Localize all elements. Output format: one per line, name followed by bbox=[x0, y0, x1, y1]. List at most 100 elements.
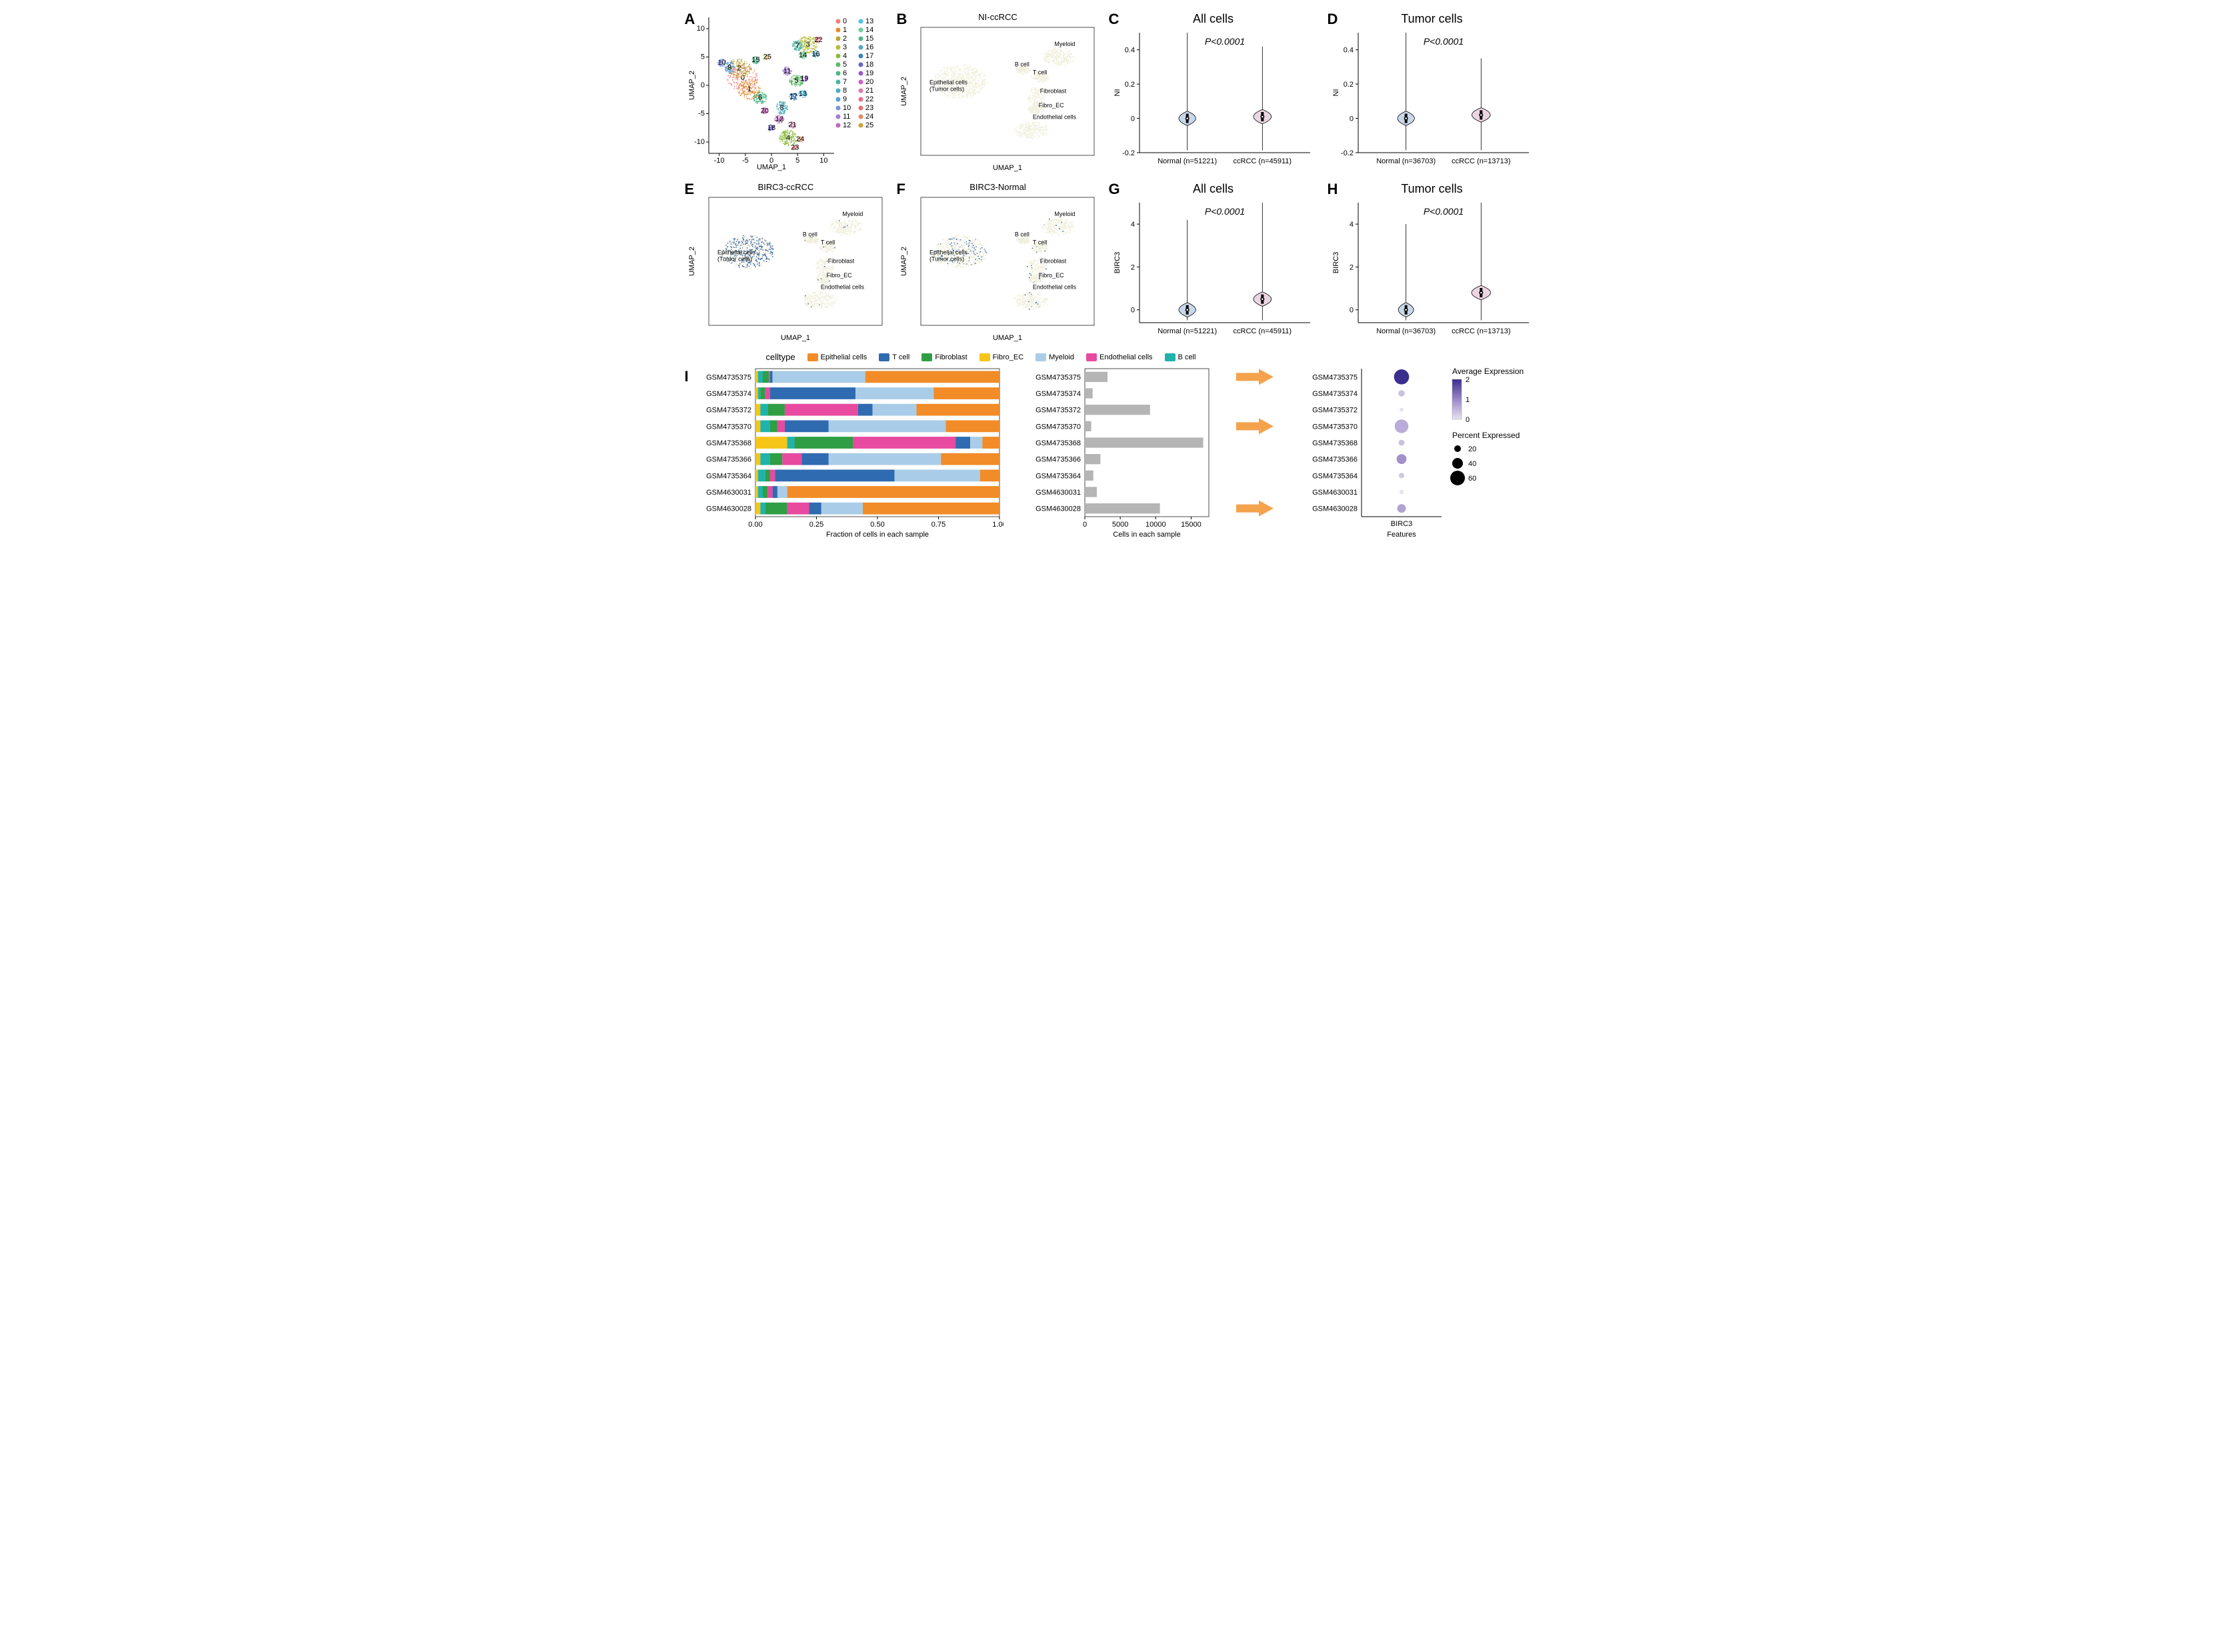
svg-text:0.2: 0.2 bbox=[1343, 81, 1353, 89]
panel-B-letter: B bbox=[897, 11, 907, 28]
figure-root: A -10-50510-10-50510UMAP_1UMAP_201234567… bbox=[686, 12, 1540, 539]
svg-text:-0.2: -0.2 bbox=[1341, 149, 1354, 157]
svg-text:12: 12 bbox=[843, 121, 851, 129]
row-2: E BIRC3-ccRCC UMAP_1UMAP_2Epithelial cel… bbox=[686, 182, 1540, 343]
celltype-legend-item: T cell bbox=[879, 353, 909, 361]
svg-text:Myeloid: Myeloid bbox=[1054, 41, 1075, 47]
panel-A: A -10-50510-10-50510UMAP_1UMAP_201234567… bbox=[686, 12, 886, 173]
svg-text:8: 8 bbox=[843, 87, 847, 95]
panel-H-plot: 024BIRC3P<0.0001Normal (n=36703)ccRCC (n… bbox=[1329, 197, 1536, 343]
panel-D: D Tumor cells -0.200.20.4NIP<0.0001Norma… bbox=[1329, 12, 1536, 173]
svg-text:T cell: T cell bbox=[820, 239, 834, 245]
svg-text:B cell: B cell bbox=[1014, 61, 1029, 67]
celltype-legend-item: B cell bbox=[1165, 353, 1196, 361]
svg-text:18: 18 bbox=[767, 124, 775, 132]
svg-text:(Tumor cells): (Tumor cells) bbox=[717, 256, 752, 263]
svg-text:-5: -5 bbox=[741, 157, 748, 165]
celltype-legend-item: Fibro_EC bbox=[979, 353, 1023, 361]
svg-text:14: 14 bbox=[798, 51, 806, 59]
svg-text:2: 2 bbox=[843, 35, 847, 43]
svg-text:14: 14 bbox=[865, 26, 873, 34]
panel-H: H Tumor cells 024BIRC3P<0.0001Normal (n=… bbox=[1329, 182, 1536, 343]
svg-text:Epithelial cells: Epithelial cells bbox=[929, 79, 968, 86]
svg-text:9: 9 bbox=[727, 64, 731, 72]
panel-B-title: NI-ccRCC bbox=[898, 12, 1098, 22]
svg-text:UMAP_2: UMAP_2 bbox=[688, 71, 696, 100]
svg-text:24: 24 bbox=[795, 135, 803, 143]
svg-text:20: 20 bbox=[760, 107, 768, 115]
panel-I: I celltypeEpithelial cellsT cellFibrobla… bbox=[686, 352, 1540, 539]
svg-text:17: 17 bbox=[865, 52, 873, 60]
panel-A-letter: A bbox=[685, 11, 695, 28]
svg-text:1: 1 bbox=[747, 85, 751, 93]
svg-text:ccRCC (n=13713): ccRCC (n=13713) bbox=[1452, 157, 1510, 165]
svg-text:4: 4 bbox=[786, 134, 790, 142]
celltype-legend-item: Myeloid bbox=[1035, 353, 1074, 361]
svg-text:25: 25 bbox=[865, 121, 873, 129]
svg-text:23: 23 bbox=[791, 144, 799, 152]
celltype-legend-item: Epithelial cells bbox=[807, 353, 867, 361]
panel-I-letter: I bbox=[685, 368, 689, 385]
svg-text:Fibro_EC: Fibro_EC bbox=[1038, 102, 1064, 109]
svg-text:6: 6 bbox=[843, 69, 847, 77]
svg-text:16: 16 bbox=[865, 43, 873, 51]
svg-text:12: 12 bbox=[775, 115, 783, 123]
svg-text:UMAP_1: UMAP_1 bbox=[780, 334, 809, 342]
svg-text:-0.2: -0.2 bbox=[1122, 149, 1135, 157]
svg-text:5: 5 bbox=[794, 77, 798, 85]
panel-C-letter: C bbox=[1109, 11, 1120, 28]
svg-text:5: 5 bbox=[700, 53, 704, 61]
svg-text:NI: NI bbox=[1114, 89, 1122, 97]
svg-text:UMAP_2: UMAP_2 bbox=[688, 247, 696, 276]
svg-text:13: 13 bbox=[798, 90, 806, 98]
svg-text:10: 10 bbox=[819, 157, 827, 165]
panel-G: G All cells 024BIRC3P<0.0001Normal (n=51… bbox=[1110, 182, 1317, 343]
svg-text:23: 23 bbox=[865, 104, 873, 112]
panel-G-plot: 024BIRC3P<0.0001Normal (n=51221)ccRCC (n… bbox=[1110, 197, 1317, 343]
panel-D-plot: -0.200.20.4NIP<0.0001Normal (n=36703)ccR… bbox=[1329, 27, 1536, 173]
svg-text:B cell: B cell bbox=[802, 231, 817, 237]
svg-text:22: 22 bbox=[814, 36, 822, 44]
svg-text:11: 11 bbox=[783, 67, 790, 75]
svg-text:T cell: T cell bbox=[1032, 69, 1046, 75]
row-1: A -10-50510-10-50510UMAP_1UMAP_201234567… bbox=[686, 12, 1540, 173]
panel-B: B NI-ccRCC UMAP_1UMAP_2Epithelial cells(… bbox=[898, 12, 1098, 173]
svg-text:Epithelial cells: Epithelial cells bbox=[717, 249, 756, 256]
celltype-legend-item: Fibroblast bbox=[921, 353, 967, 361]
svg-text:10: 10 bbox=[717, 59, 725, 67]
svg-text:19: 19 bbox=[800, 75, 808, 83]
svg-text:(Tumor cells): (Tumor cells) bbox=[929, 86, 964, 93]
row-3: I celltypeEpithelial cellsT cellFibrobla… bbox=[686, 352, 1540, 539]
svg-text:15: 15 bbox=[865, 35, 873, 43]
svg-text:11: 11 bbox=[843, 113, 850, 121]
panel-C-plot: -0.200.20.4NIP<0.0001Normal (n=51221)ccR… bbox=[1110, 27, 1317, 173]
svg-text:NI: NI bbox=[1332, 89, 1340, 97]
svg-text:0: 0 bbox=[843, 17, 847, 25]
panel-B-plot: UMAP_1UMAP_2Epithelial cells(Tumor cells… bbox=[898, 25, 1098, 173]
svg-text:0: 0 bbox=[1130, 115, 1134, 123]
panel-E-letter: E bbox=[685, 181, 695, 198]
panel-C: C All cells -0.200.20.4NIP<0.0001Normal … bbox=[1110, 12, 1317, 173]
panel-G-title: All cells bbox=[1110, 182, 1317, 196]
svg-text:UMAP_1: UMAP_1 bbox=[992, 164, 1021, 172]
panel-I-wrap: GSM4735375GSM4735374GSM4735372GSM4735370… bbox=[686, 366, 1540, 539]
panel-I-arrows bbox=[1235, 366, 1275, 539]
svg-text:ccRCC (n=45911): ccRCC (n=45911) bbox=[1233, 157, 1292, 165]
svg-text:16: 16 bbox=[811, 50, 819, 58]
svg-text:6: 6 bbox=[757, 94, 761, 102]
svg-text:18: 18 bbox=[865, 61, 873, 69]
svg-text:P<0.0001: P<0.0001 bbox=[1423, 36, 1463, 47]
svg-text:4: 4 bbox=[843, 52, 847, 60]
svg-text:19: 19 bbox=[865, 69, 873, 77]
svg-text:0.4: 0.4 bbox=[1343, 47, 1353, 55]
panel-I-dotplot: GSM4735375GSM4735374GSM4735372GSM4735370… bbox=[1295, 366, 1540, 539]
svg-text:2: 2 bbox=[737, 65, 741, 73]
panel-I-legend: celltypeEpithelial cellsT cellFibroblast… bbox=[766, 352, 1540, 362]
svg-text:15: 15 bbox=[751, 56, 759, 64]
svg-text:10: 10 bbox=[843, 104, 851, 112]
svg-text:20: 20 bbox=[865, 78, 873, 86]
svg-text:Normal (n=51221): Normal (n=51221) bbox=[1158, 157, 1217, 165]
svg-text:1: 1 bbox=[843, 26, 847, 34]
celltype-legend-item: Endothelial cells bbox=[1086, 353, 1153, 361]
svg-text:UMAP_1: UMAP_1 bbox=[756, 163, 785, 171]
